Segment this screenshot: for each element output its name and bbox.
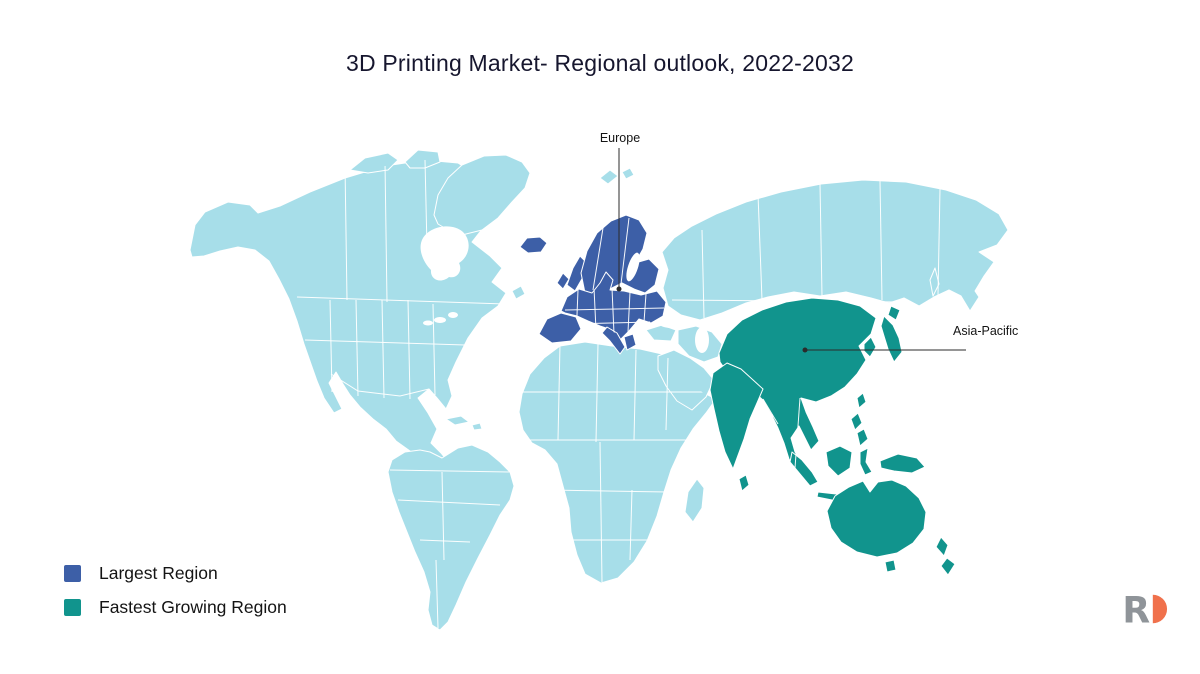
- region-tasmania: [884, 559, 897, 573]
- region-madagascar: [684, 478, 705, 523]
- region-italy: [601, 326, 626, 355]
- region-china-southeast-asia: [718, 297, 877, 472]
- region-cuba: [445, 415, 470, 426]
- region-sumatra: [789, 451, 819, 487]
- region-borneo: [825, 445, 853, 477]
- asia-pacific-annotation-label: Asia-Pacific: [953, 324, 1019, 338]
- largest-region-label: Largest Region: [99, 563, 218, 583]
- region-svalbard-1: [599, 169, 619, 185]
- legend-item-fastest-growing-region: Fastest Growing Region: [64, 597, 287, 618]
- region-iceland: [519, 236, 548, 254]
- region-australia: [826, 479, 927, 558]
- region-philippines-1: [850, 412, 863, 431]
- legend-item-largest-region: Largest Region: [64, 563, 287, 584]
- hudson-bay: [420, 226, 469, 281]
- black-sea: [658, 316, 684, 328]
- region-arctic-island-1: [349, 152, 399, 174]
- region-taiwan: [856, 392, 867, 409]
- region-korea: [863, 336, 877, 358]
- asia-pacific-leader-dot: [802, 347, 808, 353]
- region-svalbard-2: [621, 167, 635, 180]
- europe-annotation-label: Europe: [599, 131, 641, 145]
- region-arabia: [657, 349, 715, 411]
- region-scandinavia: [580, 214, 660, 298]
- caspian-sea: [695, 327, 709, 353]
- region-arctic-island-2: [404, 149, 441, 169]
- region-new-guinea: [879, 453, 926, 474]
- great-lake-1: [434, 317, 446, 323]
- logo-letter: R: [1122, 590, 1150, 628]
- region-japan: [880, 315, 903, 363]
- fastest-growing-region-swatch: [64, 599, 81, 616]
- region-russia: [661, 179, 1009, 321]
- baltic-sea: [626, 252, 640, 282]
- region-turkey: [645, 324, 677, 342]
- water-bodies: [420, 226, 709, 353]
- region-ireland: [556, 272, 570, 290]
- region-sakhalin: [929, 267, 940, 297]
- legend: Largest Region Fastest Growing Region: [64, 563, 287, 618]
- region-sulawesi: [859, 447, 873, 476]
- region-new-zealand-south: [940, 557, 956, 576]
- region-hispaniola: [471, 422, 483, 431]
- great-lake-3: [423, 320, 433, 326]
- annotation-leaders: [616, 148, 966, 353]
- region-greece: [623, 333, 637, 351]
- region-india: [709, 362, 764, 470]
- fastest-growing-region-label: Fastest Growing Region: [99, 597, 287, 617]
- region-south-america: [387, 444, 515, 631]
- region-sri-lanka: [738, 474, 750, 492]
- europe-leader-dot: [616, 286, 622, 292]
- region-hokkaido: [887, 305, 901, 321]
- logo-accent-shape: [1152, 594, 1168, 624]
- great-lake-2: [448, 312, 458, 318]
- region-philippines-2: [856, 428, 869, 447]
- region-newfoundland: [511, 285, 526, 300]
- brand-logo: R: [1122, 590, 1168, 628]
- region-new-zealand-north: [935, 536, 949, 557]
- page-title: 3D Printing Market- Regional outlook, 20…: [345, 50, 855, 76]
- map-regions: [189, 149, 1009, 631]
- region-iberia: [538, 312, 582, 344]
- region-europe-mainland: [560, 271, 667, 341]
- largest-region-swatch: [64, 565, 81, 582]
